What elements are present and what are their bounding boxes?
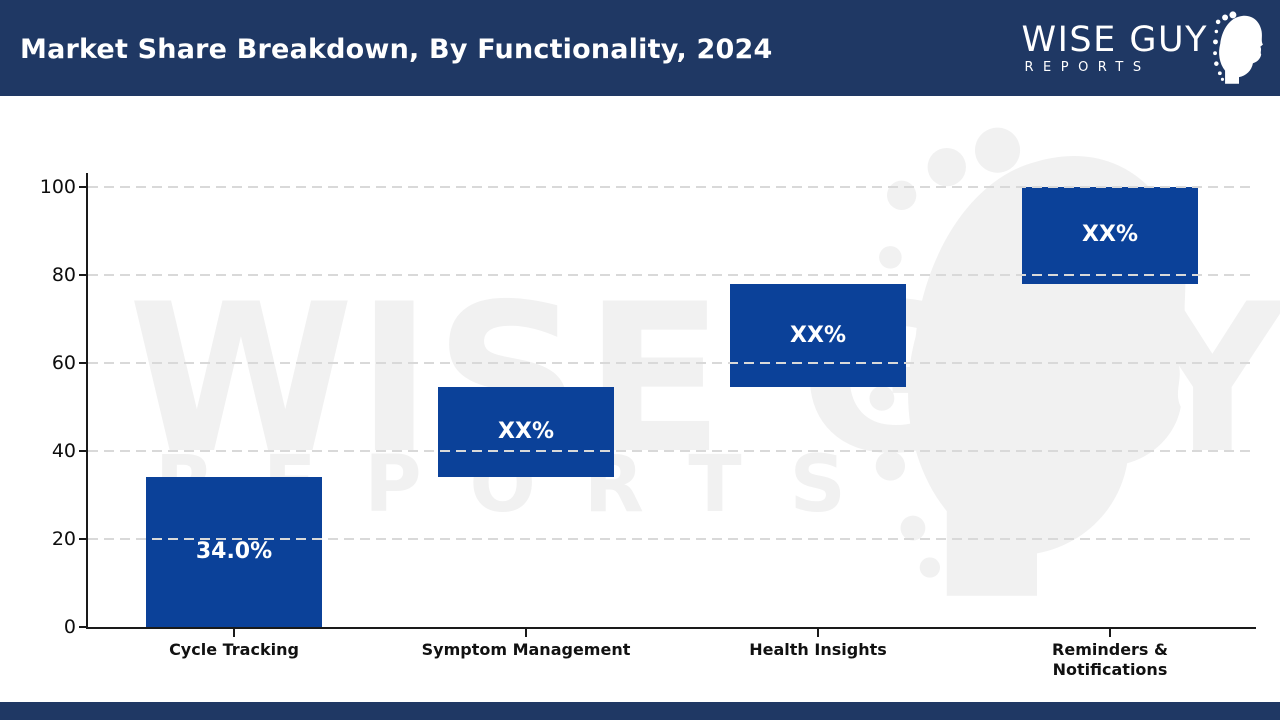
- y-tick-mark: [79, 538, 88, 540]
- y-tick-label: 80: [51, 264, 76, 286]
- y-tick-mark: [79, 362, 88, 364]
- brand-logo: WISE GUY REPORTS: [1021, 8, 1266, 88]
- y-tick-mark: [79, 626, 88, 628]
- brand-name: WISE GUY: [1021, 19, 1208, 60]
- y-tick-label: 60: [51, 352, 76, 374]
- x-tick-mark: [525, 629, 527, 637]
- gridline: [88, 362, 1256, 364]
- y-tick-mark: [79, 274, 88, 276]
- bar-value-label: 34.0%: [195, 539, 273, 565]
- footer-bar: [0, 702, 1280, 720]
- bar-value-label: XX%: [1082, 222, 1138, 248]
- x-tick-mark: [817, 629, 819, 637]
- bar-segment: [438, 387, 614, 478]
- brand-subtitle: REPORTS: [1024, 59, 1151, 75]
- brand-logo-text: WISE GUY REPORTS: [1021, 21, 1208, 76]
- gridline: [88, 538, 1256, 540]
- y-tick-label: 40: [51, 440, 76, 462]
- y-tick-label: 0: [63, 616, 76, 638]
- page-title: Market Share Breakdown, By Functionality…: [20, 34, 773, 65]
- x-tick-mark: [1109, 629, 1111, 637]
- y-tick-label: 100: [39, 176, 76, 198]
- x-category-label: Health Insights: [749, 640, 887, 659]
- x-axis-line: [86, 627, 1256, 629]
- brand-face-icon: [1213, 11, 1263, 84]
- x-category-label: Symptom Management: [421, 640, 631, 659]
- x-category-label: Reminders & Notifications: [1052, 640, 1168, 679]
- bar-segment: [146, 477, 322, 627]
- y-tick-mark: [79, 450, 88, 452]
- header-bar: Market Share Breakdown, By Functionality…: [0, 0, 1280, 96]
- x-category-label: Cycle Tracking: [169, 640, 299, 659]
- y-axis-line: [86, 173, 88, 629]
- x-tick-mark: [233, 629, 235, 637]
- bar-value-label: XX%: [790, 322, 846, 348]
- gridline: [88, 274, 1256, 276]
- gridline: [88, 186, 1256, 188]
- bar-value-label: XX%: [498, 419, 554, 445]
- waterfall-chart: 34.0% XX% XX% XX% 0 20 40 60 80 100 Cycle Tracking…: [0, 96, 1280, 702]
- y-tick-label: 20: [51, 528, 76, 550]
- gridline: [88, 450, 1256, 452]
- y-tick-mark: [79, 186, 88, 188]
